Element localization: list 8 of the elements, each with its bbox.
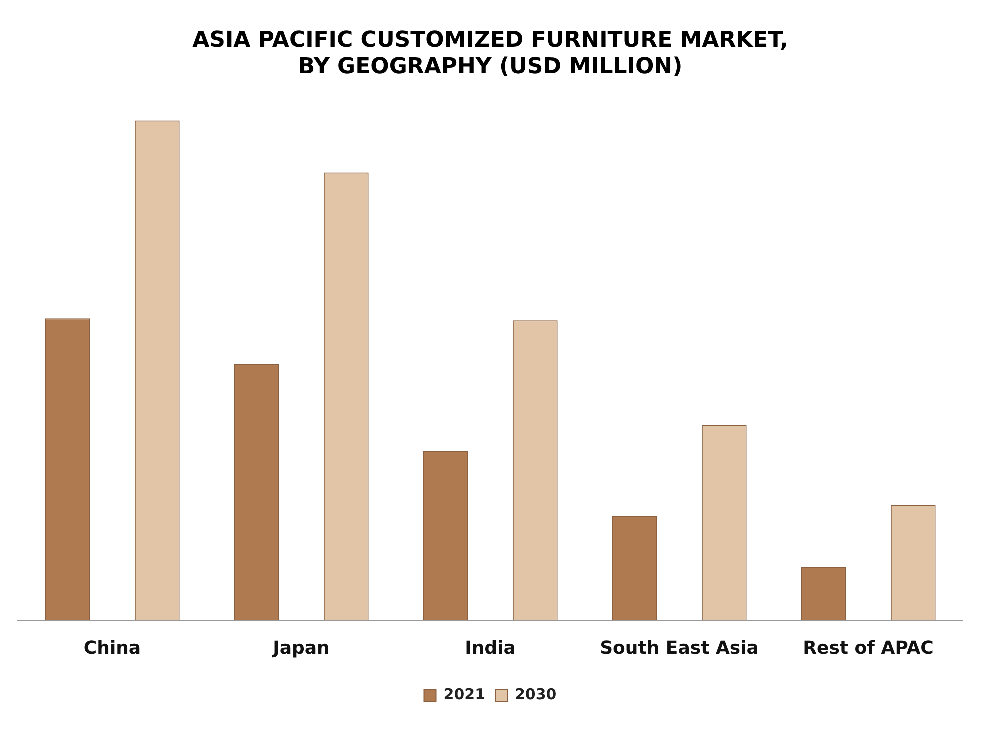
x-tick-label: China <box>84 638 142 659</box>
legend-label: 2021 <box>444 685 486 704</box>
x-tick-label: India <box>465 638 516 659</box>
x-tick-label: Japan <box>271 638 330 659</box>
legend-label: 2030 <box>515 685 557 704</box>
chart-title: ASIA PACIFIC CUSTOMIZED FURNITURE MARKET, BY GEOGRAPHY (USD MILLION) <box>192 28 788 80</box>
x-tick-label: Rest of APAC <box>803 638 934 659</box>
x-tick-label: South East Asia <box>600 638 759 659</box>
